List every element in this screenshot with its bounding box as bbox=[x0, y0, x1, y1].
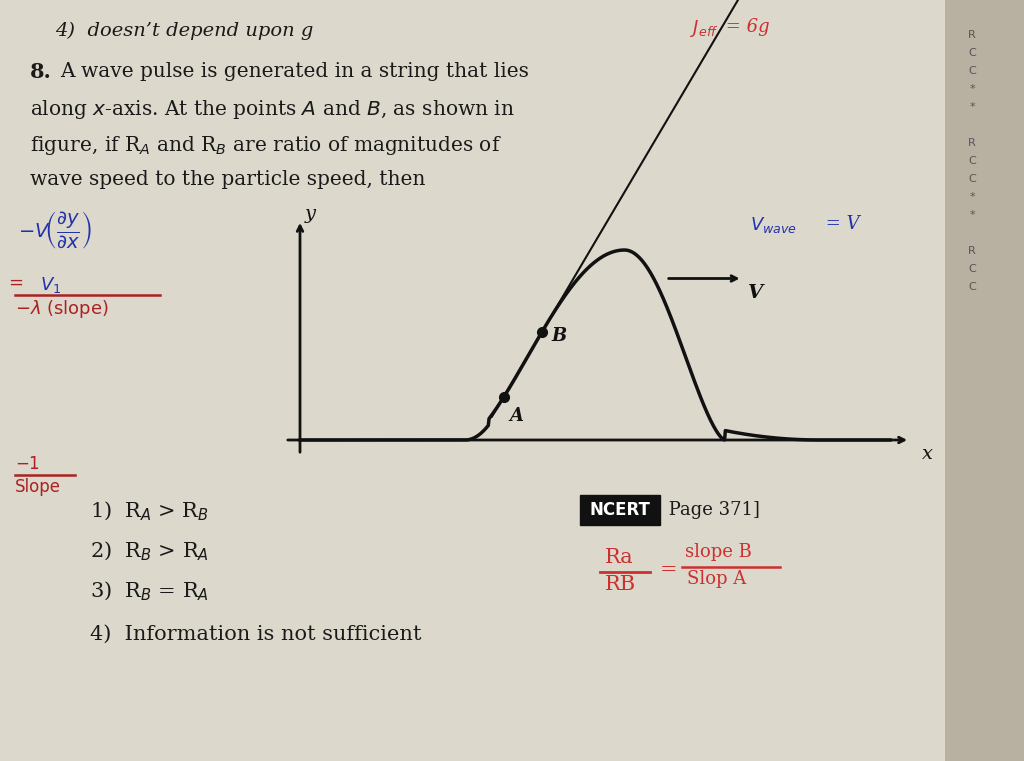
Text: 4)  Information is not sufficient: 4) Information is not sufficient bbox=[90, 625, 422, 644]
Text: x: x bbox=[922, 445, 933, 463]
Text: =: = bbox=[660, 560, 678, 579]
Text: 8.: 8. bbox=[30, 62, 52, 82]
Text: 4)  doesn’t depend upon g: 4) doesn’t depend upon g bbox=[55, 22, 313, 40]
Text: A wave pulse is generated in a string that lies: A wave pulse is generated in a string th… bbox=[60, 62, 528, 81]
Text: $-V\!\left(\dfrac{\partial y}{\partial x}\right)$: $-V\!\left(\dfrac{\partial y}{\partial x… bbox=[18, 210, 92, 251]
Text: *: * bbox=[969, 192, 975, 202]
Text: figure, if R$_A$ and R$_B$ are ratio of magnitudes of: figure, if R$_A$ and R$_B$ are ratio of … bbox=[30, 134, 502, 157]
Text: Slope: Slope bbox=[15, 478, 61, 496]
Text: 2)  R$_B$ > R$_A$: 2) R$_B$ > R$_A$ bbox=[90, 540, 209, 563]
Text: = 6g: = 6g bbox=[720, 18, 770, 36]
Text: RB: RB bbox=[605, 575, 636, 594]
Text: V: V bbox=[748, 284, 763, 301]
Text: C: C bbox=[968, 66, 976, 76]
Text: slope B: slope B bbox=[685, 543, 752, 561]
Text: Ra: Ra bbox=[605, 548, 634, 567]
Text: *: * bbox=[969, 102, 975, 112]
Text: C: C bbox=[968, 156, 976, 166]
Text: Page 371]: Page 371] bbox=[663, 501, 760, 519]
Text: $-1$: $-1$ bbox=[15, 455, 40, 473]
Text: y: y bbox=[305, 205, 316, 223]
Bar bbox=[945, 0, 1024, 761]
Text: A: A bbox=[510, 407, 523, 425]
Text: along $x$-axis. At the points $A$ and $B$, as shown in: along $x$-axis. At the points $A$ and $B… bbox=[30, 98, 515, 121]
Bar bbox=[580, 495, 660, 525]
Text: $-\lambda$ (slope): $-\lambda$ (slope) bbox=[15, 298, 109, 320]
Text: C: C bbox=[968, 48, 976, 58]
Text: R: R bbox=[968, 246, 976, 256]
Text: 3)  R$_B$ = R$_A$: 3) R$_B$ = R$_A$ bbox=[90, 580, 209, 603]
Text: *: * bbox=[969, 210, 975, 220]
Text: R: R bbox=[968, 138, 976, 148]
Text: wave speed to the particle speed, then: wave speed to the particle speed, then bbox=[30, 170, 425, 189]
Text: R: R bbox=[968, 30, 976, 40]
Text: = V: = V bbox=[820, 215, 859, 233]
Text: Slop A: Slop A bbox=[687, 570, 746, 588]
Text: C: C bbox=[968, 174, 976, 184]
Text: C: C bbox=[968, 264, 976, 274]
Text: $\mathit{J}_{eff}$: $\mathit{J}_{eff}$ bbox=[690, 18, 719, 39]
Text: C: C bbox=[968, 282, 976, 292]
Text: 1)  R$_A$ > R$_B$: 1) R$_A$ > R$_B$ bbox=[90, 500, 209, 524]
Text: =: = bbox=[8, 274, 23, 292]
Text: *: * bbox=[969, 84, 975, 94]
Text: B: B bbox=[552, 327, 567, 345]
Text: $V_{wave}$: $V_{wave}$ bbox=[750, 215, 797, 235]
Text: $V_1$: $V_1$ bbox=[40, 275, 61, 295]
Text: NCERT: NCERT bbox=[590, 501, 650, 519]
